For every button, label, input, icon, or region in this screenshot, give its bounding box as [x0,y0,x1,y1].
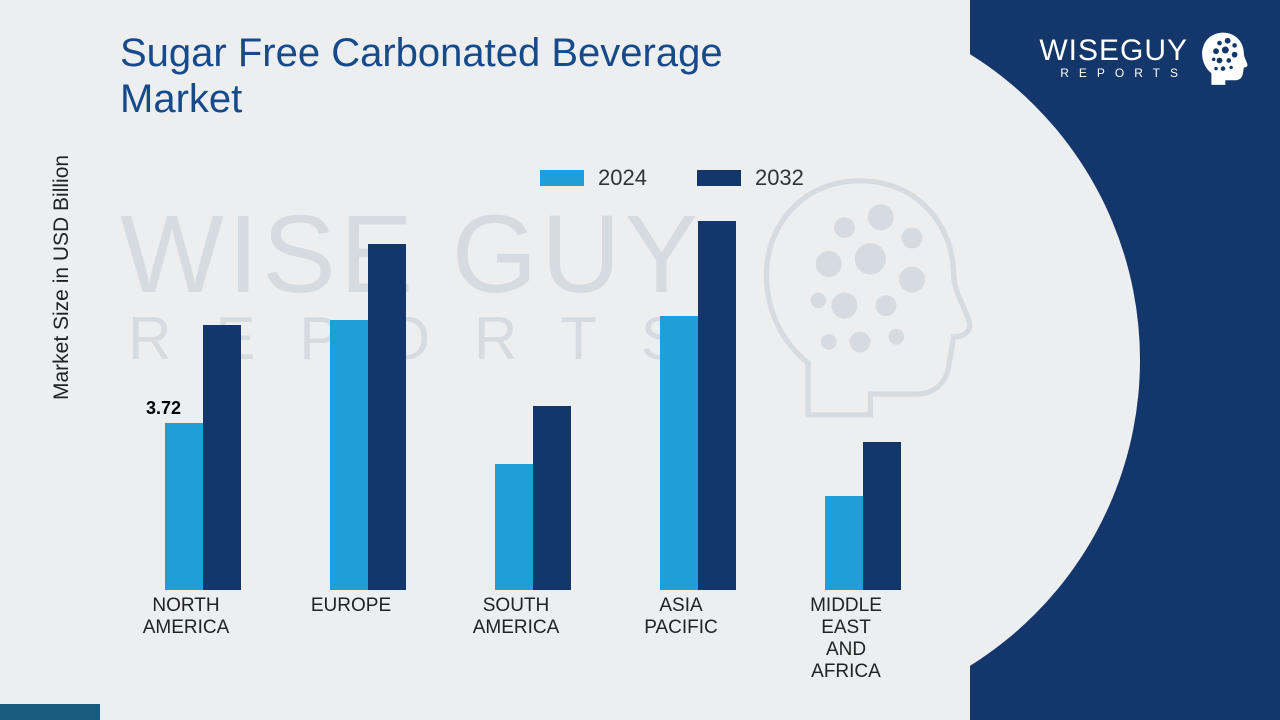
chart-area: Market Size in USD Billion 3.72 NORTHAME… [80,160,980,690]
bar-2024 [825,496,863,591]
x-axis-label: EUROPE [276,595,426,617]
legend-label-2024: 2024 [598,165,647,191]
legend-swatch-2032 [697,170,741,186]
bar-2024 [330,320,368,590]
brand-word-2: GUY [1120,34,1188,67]
plot-area: 3.72 [138,190,978,590]
brand-logo-text: WISEGUY REPORTS [1039,34,1188,80]
legend-swatch-2024 [540,170,584,186]
bar-group [478,406,588,591]
brand-word-1: WISE [1039,34,1120,67]
legend-label-2032: 2032 [755,165,804,191]
brand-head-icon [1194,28,1252,86]
bar-2032 [698,221,736,590]
bar-2032 [863,442,901,591]
chart-card: WISEGUY REPORTS Sugar Free Carbonated Be… [0,0,1280,720]
bar-group [643,221,753,590]
brand-line2: REPORTS [1039,66,1188,80]
x-axis-label: MIDDLEEASTANDAFRICA [771,595,921,682]
brand-logo: WISEGUY REPORTS [1039,28,1252,86]
bar-2024 [660,316,698,591]
bar-group [808,442,918,591]
bar-2024 [495,464,533,590]
bar-2032 [533,406,571,591]
bar-group [313,244,423,591]
x-axis-label: NORTHAMERICA [111,595,261,639]
bar-2032 [368,244,406,591]
legend-item-2032: 2032 [697,165,804,191]
legend-item-2024: 2024 [540,165,647,191]
chart-title: Sugar Free Carbonated Beverage Market [120,30,820,122]
bar-group: 3.72 [148,325,258,591]
bar-2032 [203,325,241,591]
brand-line1: WISEGUY [1039,34,1188,68]
x-axis-label: SOUTHAMERICA [441,595,591,639]
y-axis-label: Market Size in USD Billion [50,155,74,400]
bar-value-label: 3.72 [146,398,181,419]
footer-accent-bar [0,704,100,720]
bar-2024 [165,423,203,590]
x-axis-label: ASIAPACIFIC [606,595,756,639]
legend: 2024 2032 [540,165,804,191]
